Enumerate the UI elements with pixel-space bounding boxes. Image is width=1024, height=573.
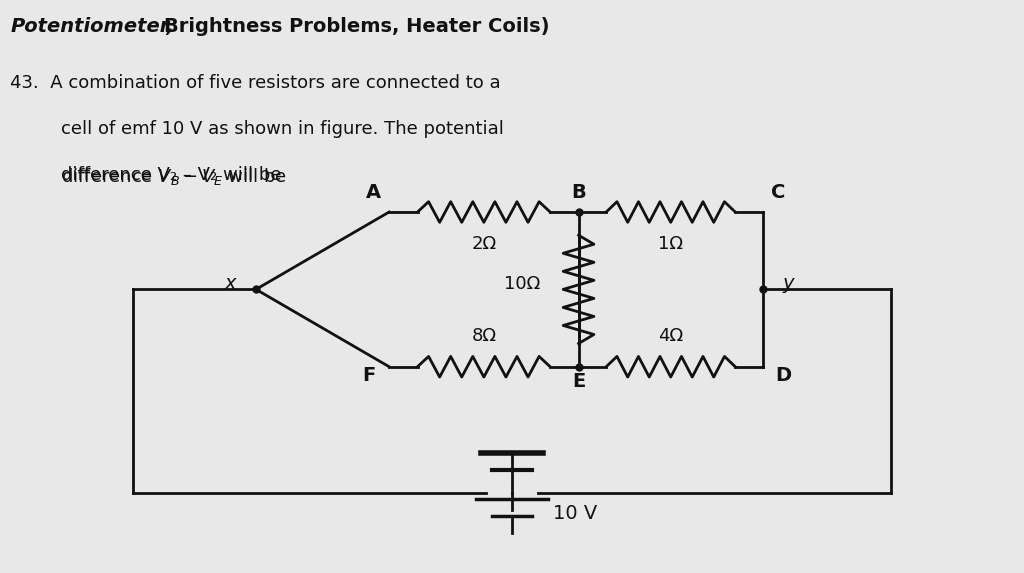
Text: 4Ω: 4Ω [658,327,683,345]
Text: B: B [571,183,586,202]
Text: 10 V: 10 V [553,504,597,523]
Text: Potentiometer,: Potentiometer, [10,17,174,36]
Text: D: D [775,366,792,385]
Text: E: E [572,372,585,391]
Text: 43.  A combination of five resistors are connected to a: 43. A combination of five resistors are … [10,74,501,92]
Text: 2Ω: 2Ω [471,236,497,253]
Text: C: C [771,183,785,202]
Text: A: A [367,183,381,202]
Text: 1Ω: 1Ω [658,236,683,253]
Text: difference V₂ – V₂ will be: difference V₂ – V₂ will be [61,166,282,184]
Text: F: F [362,366,375,385]
Text: Brightness Problems, Heater Coils): Brightness Problems, Heater Coils) [164,17,549,36]
Text: y: y [782,274,795,293]
Text: cell of emf 10 V as shown in figure. The potential: cell of emf 10 V as shown in figure. The… [61,120,504,138]
Text: 10Ω: 10Ω [504,276,541,293]
Text: difference $V_B - V_E$ will be: difference $V_B - V_E$ will be [61,166,288,187]
Text: x: x [224,274,237,293]
Text: 8Ω: 8Ω [471,327,497,345]
